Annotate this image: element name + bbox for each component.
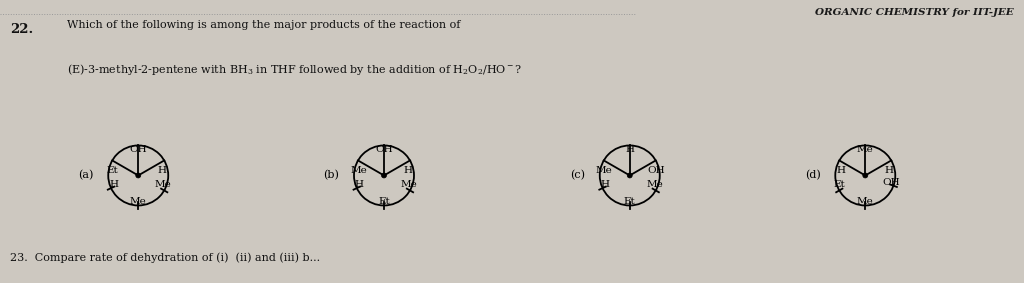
Text: Et: Et <box>833 180 845 189</box>
Text: H: H <box>600 180 609 189</box>
Text: H: H <box>626 145 634 155</box>
Text: (a): (a) <box>78 170 93 181</box>
Text: H: H <box>158 166 167 175</box>
Text: H: H <box>837 166 846 175</box>
Text: 22.: 22. <box>10 23 34 36</box>
Text: H: H <box>403 166 413 175</box>
Text: Et: Et <box>624 197 636 206</box>
Text: Me: Me <box>130 197 146 206</box>
Text: Et: Et <box>378 197 390 206</box>
Text: 23.  Compare rate of dehydration of (i)  (ii) and (iii) b...: 23. Compare rate of dehydration of (i) (… <box>10 253 321 263</box>
Circle shape <box>382 173 386 178</box>
Text: Me: Me <box>596 166 612 175</box>
Text: Me: Me <box>857 197 873 206</box>
Text: Me: Me <box>857 145 873 155</box>
Circle shape <box>863 173 867 178</box>
Text: H: H <box>109 180 118 189</box>
Text: Which of the following is among the major products of the reaction of: Which of the following is among the majo… <box>67 20 460 30</box>
Text: ORGANIC CHEMISTRY for IIT-JEE: ORGANIC CHEMISTRY for IIT-JEE <box>815 8 1014 18</box>
Text: OH: OH <box>129 145 147 155</box>
Text: (E)-3-methyl-2-pentene with $\mathdefault{BH_3}$ in THF followed by the addition: (E)-3-methyl-2-pentene with $\mathdefaul… <box>67 62 522 77</box>
Text: Me: Me <box>155 180 171 189</box>
Text: (b): (b) <box>324 170 339 181</box>
Text: OH: OH <box>375 145 393 155</box>
Circle shape <box>136 173 140 178</box>
Text: H: H <box>354 180 364 189</box>
Text: OH: OH <box>647 166 665 175</box>
Circle shape <box>628 173 632 178</box>
Text: OH: OH <box>883 178 900 187</box>
Text: (c): (c) <box>569 170 585 181</box>
Text: Me: Me <box>400 180 417 189</box>
Text: Me: Me <box>646 180 663 189</box>
Text: (d): (d) <box>805 170 820 181</box>
Text: Et: Et <box>106 166 119 175</box>
Text: Me: Me <box>350 166 367 175</box>
Text: H: H <box>885 166 894 175</box>
